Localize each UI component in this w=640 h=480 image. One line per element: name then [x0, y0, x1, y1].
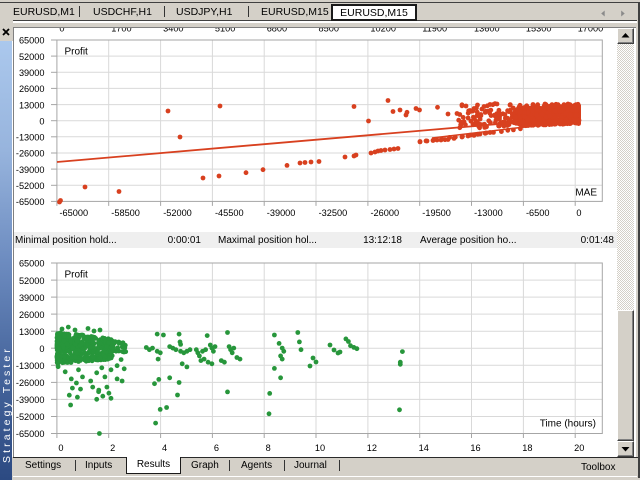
svg-text:-65000: -65000 [60, 208, 89, 218]
svg-text:16: 16 [470, 443, 480, 453]
svg-text:-58500: -58500 [111, 208, 140, 218]
svg-text:20: 20 [574, 443, 584, 453]
svg-text:14: 14 [419, 443, 429, 453]
svg-text:MAE: MAE [575, 188, 597, 199]
svg-text:-39000: -39000 [267, 208, 296, 218]
svg-text:13000: 13000 [19, 100, 45, 110]
svg-text:26000: 26000 [19, 84, 45, 94]
svg-text:39000: 39000 [19, 293, 45, 303]
svg-text:1700: 1700 [111, 24, 131, 34]
svg-text:Profit: Profit [65, 47, 89, 58]
svg-text:-52000: -52000 [16, 181, 45, 191]
svg-text:65000: 65000 [19, 36, 45, 46]
svg-text:-45500: -45500 [215, 208, 244, 218]
svg-text:-6500: -6500 [526, 208, 550, 218]
svg-text:52000: 52000 [19, 52, 45, 62]
svg-text:10: 10 [315, 443, 325, 453]
svg-text:-32500: -32500 [319, 208, 348, 218]
svg-text:Time (hours): Time (hours) [540, 419, 596, 430]
svg-text:-13000: -13000 [474, 208, 503, 218]
svg-text:6800: 6800 [267, 24, 287, 34]
svg-text:13600: 13600 [474, 24, 500, 34]
svg-text:-26000: -26000 [371, 208, 400, 218]
svg-text:0: 0 [59, 24, 64, 34]
svg-text:8500: 8500 [319, 24, 339, 34]
svg-text:65000: 65000 [19, 259, 45, 269]
svg-text:2: 2 [110, 443, 115, 453]
svg-text:15300: 15300 [526, 24, 552, 34]
svg-text:0: 0 [39, 344, 44, 354]
svg-text:8: 8 [266, 443, 271, 453]
svg-text:3400: 3400 [163, 24, 183, 34]
svg-text:-13000: -13000 [16, 133, 45, 143]
svg-text:0: 0 [39, 116, 44, 126]
svg-text:-39000: -39000 [16, 395, 45, 405]
svg-text:-26000: -26000 [16, 378, 45, 388]
svg-text:5100: 5100 [215, 24, 235, 34]
svg-text:4: 4 [162, 443, 167, 453]
svg-text:0: 0 [58, 443, 63, 453]
svg-text:52000: 52000 [19, 276, 45, 286]
svg-text:-52000: -52000 [163, 208, 192, 218]
svg-text:10200: 10200 [370, 24, 396, 34]
svg-text:39000: 39000 [19, 68, 45, 78]
svg-text:0: 0 [576, 208, 581, 218]
svg-text:-26000: -26000 [16, 149, 45, 159]
svg-text:18: 18 [522, 443, 532, 453]
svg-text:6: 6 [214, 443, 219, 453]
svg-text:12: 12 [367, 443, 377, 453]
svg-text:-65000: -65000 [16, 197, 45, 207]
svg-text:-65000: -65000 [16, 429, 45, 439]
svg-text:Profit: Profit [65, 270, 89, 281]
svg-text:-13000: -13000 [16, 361, 45, 371]
svg-text:26000: 26000 [19, 310, 45, 320]
svg-text:-19500: -19500 [422, 208, 451, 218]
svg-text:-52000: -52000 [16, 412, 45, 422]
svg-text:-39000: -39000 [16, 165, 45, 175]
svg-text:17000: 17000 [578, 24, 604, 34]
svg-text:13000: 13000 [19, 327, 45, 337]
svg-text:11900: 11900 [422, 24, 447, 34]
